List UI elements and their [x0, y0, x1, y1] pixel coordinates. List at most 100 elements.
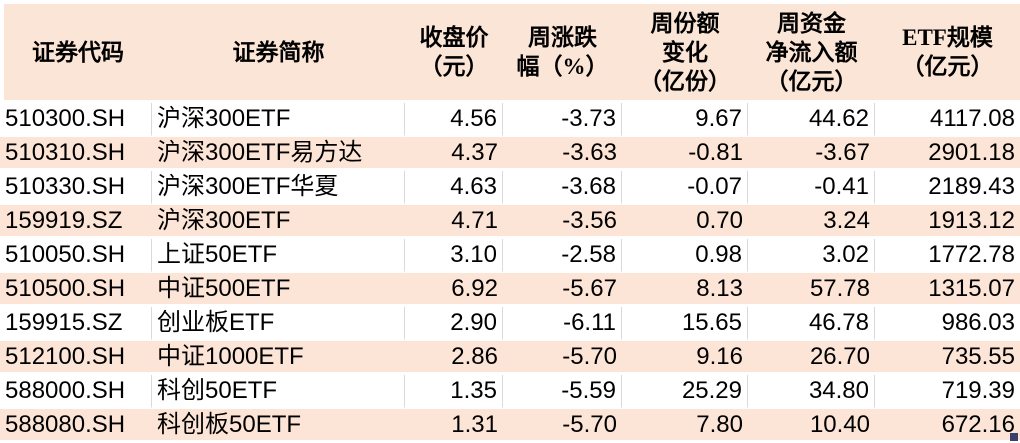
cell-code: 159919.SZ	[0, 205, 152, 239]
header-line: （亿份）	[639, 68, 731, 94]
cell-weekly-change: -5.67	[503, 273, 622, 307]
cell-code: 510050.SH	[0, 239, 152, 273]
cell-net-inflow: 26.70	[748, 341, 875, 375]
header-line: 证券简称	[232, 39, 325, 65]
cell-name: 沪深300ETF华夏	[152, 171, 405, 205]
cell-weekly-change: -3.73	[503, 103, 622, 137]
cell-weekly-change: -3.56	[503, 205, 622, 239]
header-line: 幅（%）	[516, 54, 609, 79]
cell-net-inflow: 46.78	[748, 307, 875, 341]
cell-weekly-change: -5.70	[503, 341, 622, 375]
header-line: 证券代码	[32, 39, 124, 65]
cell-share-change: 9.67	[622, 103, 748, 137]
header-line: （亿元）	[765, 68, 858, 94]
header-line: 周资金	[777, 10, 846, 36]
cell-name: 沪深300ETF易方达	[152, 137, 405, 171]
cell-etf-scale: 1315.07	[875, 273, 1020, 307]
table-row: 510500.SH 中证500ETF 6.92 -5.67 8.13 57.78…	[0, 273, 1020, 307]
cell-code: 510330.SH	[0, 171, 152, 205]
cell-etf-scale: 2189.43	[875, 171, 1020, 205]
table-row: 588080.SH 科创板50ETF 1.31 -5.70 7.80 10.40…	[0, 409, 1020, 443]
cell-share-change: 7.80	[622, 409, 748, 443]
cell-name: 上证50ETF	[152, 239, 405, 273]
cell-net-inflow: -0.41	[748, 171, 875, 205]
cell-weekly-change: -5.70	[503, 409, 622, 443]
cell-share-change: -0.81	[622, 137, 748, 171]
col-header-close: 收盘价 （元）	[405, 4, 503, 103]
cell-close: 2.90	[405, 307, 503, 341]
cell-close: 1.31	[405, 409, 503, 443]
cell-net-inflow: 10.40	[748, 409, 875, 443]
cell-close: 3.10	[405, 239, 503, 273]
cell-code: 510310.SH	[0, 137, 152, 171]
cell-share-change: -0.07	[622, 171, 748, 205]
cell-close: 4.63	[405, 171, 503, 205]
cell-name: 科创50ETF	[152, 375, 405, 409]
cell-name: 中证500ETF	[152, 273, 405, 307]
cell-weekly-change: -5.59	[503, 375, 622, 409]
cell-etf-scale: 672.16	[875, 409, 1020, 443]
header-line: （元）	[419, 54, 489, 79]
header-line: 收盘价	[419, 25, 489, 50]
etf-table: 证券代码 证券简称 收盘价 （元） 周涨跌 幅（%） 周份额 变化 （亿份）	[0, 4, 1020, 443]
cell-close: 1.35	[405, 375, 503, 409]
table-row: 159919.SZ 沪深300ETF 4.71 -3.56 0.70 3.24 …	[0, 205, 1020, 239]
cell-share-change: 0.98	[622, 239, 748, 273]
cell-share-change: 9.16	[622, 341, 748, 375]
cell-share-change: 8.13	[622, 273, 748, 307]
cell-net-inflow: 57.78	[748, 273, 875, 307]
header-line: ETF规模	[902, 25, 993, 50]
header-line: 周份额	[650, 10, 720, 36]
cell-weekly-change: -3.63	[503, 137, 622, 171]
cell-etf-scale: 1772.78	[875, 239, 1020, 273]
col-header-etf-scale: ETF规模 （亿元）	[875, 4, 1020, 103]
cell-close: 6.92	[405, 273, 503, 307]
table-row: 510330.SH 沪深300ETF华夏 4.63 -3.68 -0.07 -0…	[0, 171, 1020, 205]
cell-etf-scale: 1913.12	[875, 205, 1020, 239]
cell-etf-scale: 719.39	[875, 375, 1020, 409]
header-line: （亿元）	[901, 54, 994, 79]
cell-etf-scale: 735.55	[875, 341, 1020, 375]
header-line: 净流入额	[765, 39, 858, 65]
cell-share-change: 15.65	[622, 307, 748, 341]
table-row: 512100.SH 中证1000ETF 2.86 -5.70 9.16 26.7…	[0, 341, 1020, 375]
table-row: 510300.SH 沪深300ETF 4.56 -3.73 9.67 44.62…	[0, 103, 1020, 137]
cell-weekly-change: -3.68	[503, 171, 622, 205]
table-row: 510050.SH 上证50ETF 3.10 -2.58 0.98 3.02 1…	[0, 239, 1020, 273]
cell-close: 2.86	[405, 341, 503, 375]
cell-share-change: 0.70	[622, 205, 748, 239]
cell-share-change: 25.29	[622, 375, 748, 409]
col-header-weekly-change: 周涨跌 幅（%）	[503, 4, 622, 103]
cell-net-inflow: 3.02	[748, 239, 875, 273]
selection-handle	[1010, 433, 1018, 441]
header-line: 变化	[662, 39, 708, 65]
cell-weekly-change: -2.58	[503, 239, 622, 273]
col-header-name: 证券简称	[152, 4, 405, 103]
col-header-share-change: 周份额 变化 （亿份）	[622, 4, 748, 103]
col-header-net-inflow: 周资金 净流入额 （亿元）	[748, 4, 875, 103]
cell-name: 科创板50ETF	[152, 409, 405, 443]
header-row: 证券代码 证券简称 收盘价 （元） 周涨跌 幅（%） 周份额 变化 （亿份）	[0, 4, 1020, 103]
table-row: 159915.SZ 创业板ETF 2.90 -6.11 15.65 46.78 …	[0, 307, 1020, 341]
table-row: 588000.SH 科创50ETF 1.35 -5.59 25.29 34.80…	[0, 375, 1020, 409]
cell-net-inflow: 3.24	[748, 205, 875, 239]
cell-code: 588080.SH	[0, 409, 152, 443]
cell-code: 588000.SH	[0, 375, 152, 409]
cell-code: 159915.SZ	[0, 307, 152, 341]
cell-code: 512100.SH	[0, 341, 152, 375]
cell-net-inflow: 44.62	[748, 103, 875, 137]
cell-name: 沪深300ETF	[152, 205, 405, 239]
cell-net-inflow: 34.80	[748, 375, 875, 409]
col-header-code: 证券代码	[0, 4, 152, 103]
cell-close: 4.71	[405, 205, 503, 239]
cell-name: 中证1000ETF	[152, 341, 405, 375]
cell-name: 创业板ETF	[152, 307, 405, 341]
cell-name: 沪深300ETF	[152, 103, 405, 137]
table-row: 510310.SH 沪深300ETF易方达 4.37 -3.63 -0.81 -…	[0, 137, 1020, 171]
cell-close: 4.56	[405, 103, 503, 137]
cell-etf-scale: 2901.18	[875, 137, 1020, 171]
cell-code: 510500.SH	[0, 273, 152, 307]
cell-code: 510300.SH	[0, 103, 152, 137]
cell-close: 4.37	[405, 137, 503, 171]
